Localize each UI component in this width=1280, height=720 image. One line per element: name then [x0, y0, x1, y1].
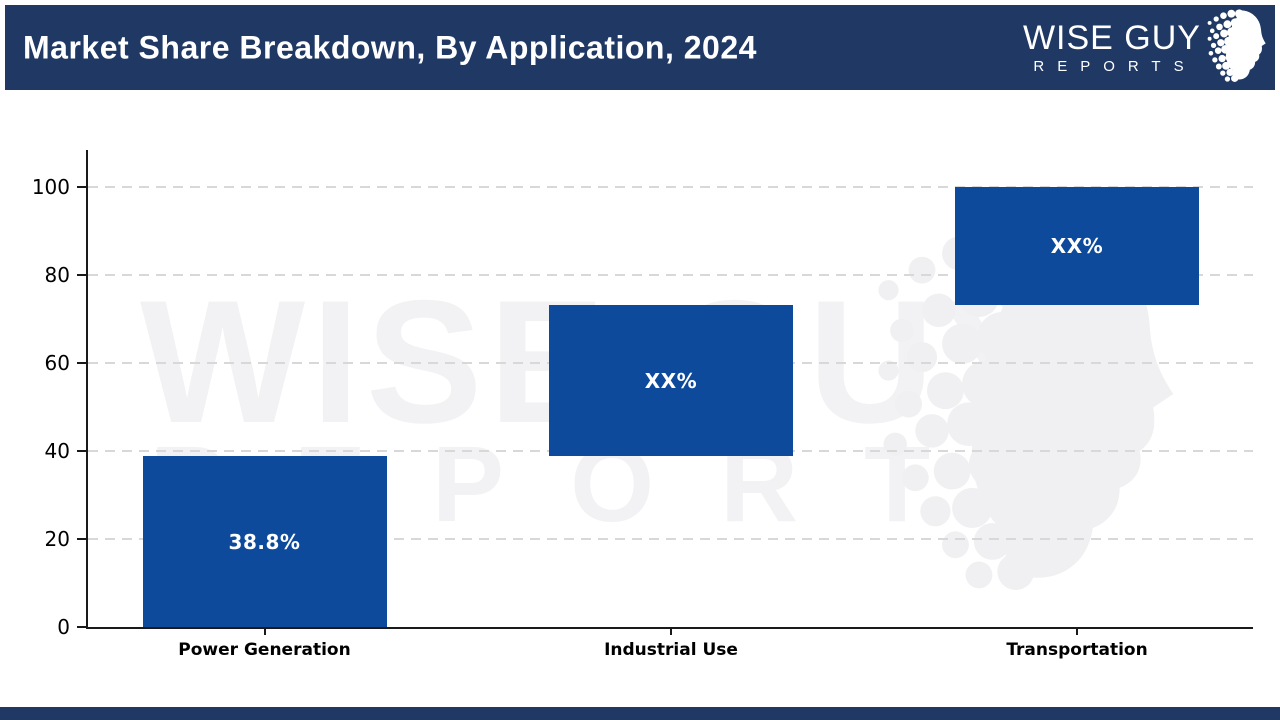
bar-value-label: XX% [644, 368, 698, 393]
y-tick-mark-20 [77, 538, 86, 540]
y-tick-label-80: 80 [44, 263, 70, 287]
y-tick-mark-100 [77, 186, 86, 188]
bar-Transportation: XX% [955, 187, 1199, 305]
bar-value-label: 38.8% [228, 529, 301, 554]
bar-value-label: XX% [1050, 233, 1104, 258]
gridline-20 [88, 538, 1253, 540]
x-tick-mark-2 [1076, 627, 1078, 635]
footer-bar [0, 707, 1280, 720]
x-axis-line [86, 627, 1253, 629]
x-tick-mark-0 [263, 627, 266, 635]
gridline-100 [88, 186, 1253, 188]
y-tick-mark-80 [77, 274, 86, 276]
y-tick-label-20: 20 [44, 527, 70, 551]
head-silhouette-icon [1207, 8, 1266, 82]
plot-area: 0 20 40 60 80 100 38.8% Power Generation XX% Indu… [32, 150, 1253, 660]
y-tick-label-40: 40 [44, 439, 70, 463]
page-title: Market Share Breakdown, By Application, … [23, 29, 757, 65]
y-axis-line [86, 150, 88, 629]
logo-wordmark-line2: REPORTS [1033, 58, 1197, 75]
y-tick-label-0: 0 [57, 615, 70, 639]
y-tick-mark-40 [77, 450, 86, 452]
x-tick-mark-1 [670, 627, 672, 635]
y-tick-mark-0 [77, 626, 86, 628]
bar-Power Generation: 38.8% [142, 456, 387, 627]
header-bar: Market Share Breakdown, By Application, … [5, 5, 1275, 90]
y-tick-mark-60 [77, 362, 86, 364]
wiseguy-logo: WISE GUY REPORTS [1023, 6, 1269, 90]
y-tick-label-60: 60 [44, 351, 70, 375]
gridline-80 [88, 274, 1253, 276]
logo-wordmark: WISE GUY REPORTS [1023, 20, 1201, 75]
x-category-label-1: Industrial Use [604, 640, 738, 660]
bar-Industrial Use: XX% [549, 304, 793, 457]
y-tick-label-100: 100 [31, 175, 70, 199]
x-category-label-2: Transportation [1006, 640, 1148, 660]
x-category-label-0: Power Generation [178, 640, 351, 660]
logo-wordmark-line1: WISE GUY [1022, 19, 1201, 57]
